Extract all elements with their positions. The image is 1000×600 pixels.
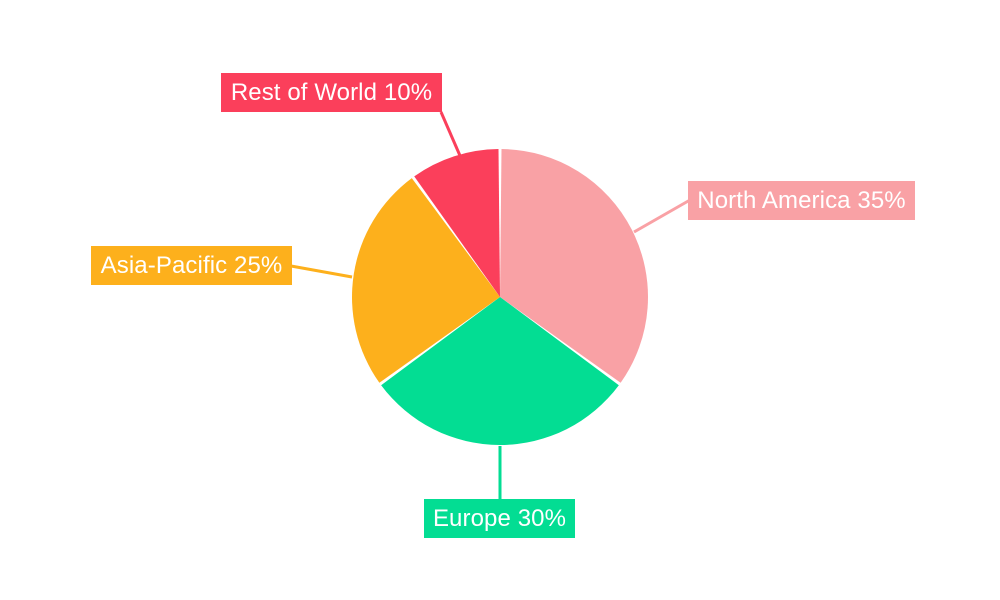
pie-label-asia-pacific: Asia-Pacific 25% xyxy=(91,246,292,285)
leader-line-rest-of-world xyxy=(439,111,463,159)
leader-line-north-america xyxy=(633,198,691,234)
pie-slices xyxy=(352,149,648,446)
pie-slice-asia-pacific[interactable] xyxy=(352,178,500,383)
pie-slice-north-america[interactable] xyxy=(500,149,648,383)
pie-slice-rest-of-world[interactable] xyxy=(414,149,500,297)
pie-slice-europe[interactable] xyxy=(381,297,619,446)
pie-label-europe: Europe 30% xyxy=(424,499,575,538)
leader-line-asia-pacific xyxy=(290,264,353,279)
leader-lines xyxy=(290,111,691,499)
pie-label-north-america: North America 35% xyxy=(688,181,915,220)
pie-label-rest-of-world: Rest of World 10% xyxy=(221,73,442,112)
